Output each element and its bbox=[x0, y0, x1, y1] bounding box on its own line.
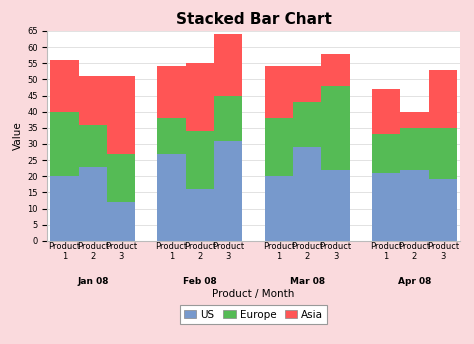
Bar bbox=[428, 128, 457, 180]
Bar bbox=[293, 66, 321, 102]
Bar bbox=[186, 131, 214, 189]
Text: Jan 08: Jan 08 bbox=[77, 277, 109, 286]
Bar bbox=[214, 34, 243, 96]
Bar bbox=[400, 128, 428, 170]
Bar bbox=[79, 166, 107, 241]
Bar bbox=[157, 154, 186, 241]
Bar bbox=[79, 76, 107, 125]
Bar bbox=[50, 176, 79, 241]
Bar bbox=[157, 118, 186, 154]
Bar bbox=[157, 66, 186, 118]
Text: Apr 08: Apr 08 bbox=[398, 277, 431, 286]
Bar bbox=[107, 76, 135, 154]
Bar bbox=[186, 189, 214, 241]
Bar bbox=[186, 63, 214, 131]
Bar bbox=[293, 102, 321, 147]
Bar bbox=[50, 60, 79, 112]
Bar bbox=[321, 86, 350, 170]
X-axis label: Product / Month: Product / Month bbox=[212, 289, 295, 299]
Bar bbox=[372, 134, 400, 173]
Bar bbox=[264, 176, 293, 241]
Bar bbox=[264, 66, 293, 118]
Title: Stacked Bar Chart: Stacked Bar Chart bbox=[176, 12, 331, 27]
Bar bbox=[107, 154, 135, 202]
Text: Feb 08: Feb 08 bbox=[183, 277, 217, 286]
Bar bbox=[79, 125, 107, 166]
Bar bbox=[321, 54, 350, 86]
Bar bbox=[428, 180, 457, 241]
Bar bbox=[372, 89, 400, 134]
Bar bbox=[400, 112, 428, 128]
Bar bbox=[50, 112, 79, 176]
Bar bbox=[264, 118, 293, 176]
Bar bbox=[428, 70, 457, 128]
Text: Mar 08: Mar 08 bbox=[290, 277, 325, 286]
Y-axis label: Value: Value bbox=[13, 121, 23, 150]
Legend: US, Europe, Asia: US, Europe, Asia bbox=[180, 305, 328, 324]
Bar bbox=[293, 147, 321, 241]
Bar bbox=[372, 173, 400, 241]
Bar bbox=[321, 170, 350, 241]
Bar bbox=[214, 96, 243, 141]
Bar bbox=[400, 170, 428, 241]
Bar bbox=[107, 202, 135, 241]
Bar bbox=[214, 141, 243, 241]
